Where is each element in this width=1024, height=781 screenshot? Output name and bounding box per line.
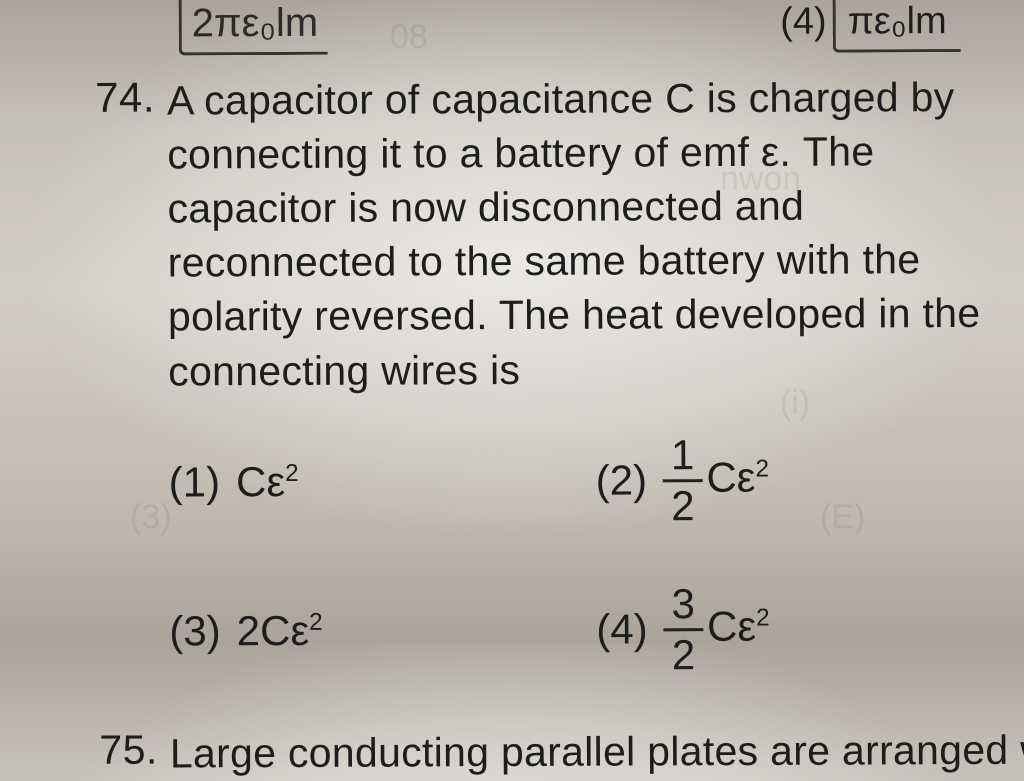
- option-3-label: (3): [169, 607, 221, 655]
- option-3: (3) 2Cε2: [169, 583, 576, 678]
- option-3-expr: 2Cε2: [237, 607, 323, 655]
- question-74-number: 74.: [69, 74, 167, 122]
- prev-option-right: (4) πε₀lm: [780, 0, 961, 53]
- prev-option-right-box: πε₀lm: [833, 0, 961, 53]
- prev-question-fragments: 2πε₀lm (4) πε₀lm: [69, 0, 1001, 56]
- prev-option-left: 2πε₀lm: [179, 0, 329, 55]
- question-74-options: (1) Cε2 (2) 1 2 Cε2 (3) 2Cε2 (4): [168, 433, 1003, 679]
- option-4-expr: 3 2 Cε2: [663, 583, 769, 676]
- option-4-label: (4): [596, 606, 648, 654]
- prev-option-left-text: 2πε₀lm: [192, 1, 319, 47]
- question-74-text: A capacitor of capacitance C is charged …: [167, 70, 1002, 398]
- option-1-expr: Cε2: [236, 458, 299, 506]
- fraction-icon: 1 2: [663, 434, 703, 527]
- option-4: (4) 3 2 Cε2: [596, 582, 1003, 677]
- question-74: 74. A capacitor of capacitance C is char…: [69, 70, 1002, 399]
- option-2-expr: 1 2 Cε2: [663, 434, 769, 527]
- page: 2πε₀lm (4) πε₀lm 74. A capacitor of capa…: [0, 0, 1024, 645]
- option-1-label: (1): [169, 458, 221, 506]
- fraction-icon: 3 2: [663, 583, 703, 676]
- option-2: (2) 1 2 Cε2: [595, 433, 1002, 528]
- question-75-number: 75.: [72, 726, 170, 773]
- question-75-text: Large conducting parallel plates are arr…: [170, 722, 1024, 780]
- prev-option-right-index: (4): [780, 1, 827, 44]
- question-75: 75. Large conducting parallel plates are…: [72, 723, 1004, 781]
- prev-option-right-den: πε₀lm: [848, 0, 947, 44]
- option-2-label: (2): [596, 457, 648, 505]
- option-1: (1) Cε2: [168, 434, 575, 529]
